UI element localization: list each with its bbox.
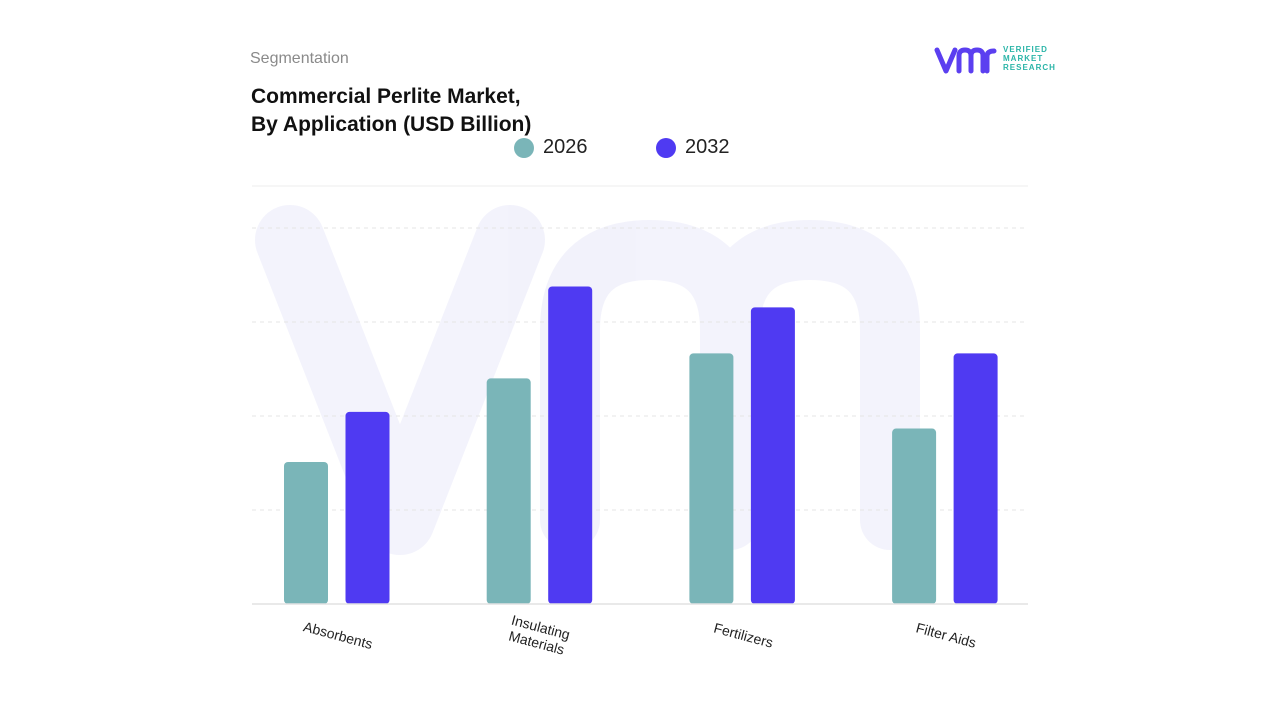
legend-label-2026: 2026 (543, 136, 588, 158)
chart-title-line-1: Commercial Perlite Market, (251, 85, 521, 108)
bar-2032-fertilizers (750, 307, 795, 604)
legend-item-2032: 2032 (656, 136, 730, 159)
logo-line-1: VERIFIED (1003, 45, 1048, 54)
bar-2032-filter-aids (953, 353, 998, 604)
x-tick-label-line: Filter Aids (914, 619, 978, 650)
chart-title: Commercial Perlite Market, By Applicatio… (251, 83, 531, 139)
segmentation-label: Segmentation (250, 50, 349, 67)
x-axis-labels: Absorbents InsulatingMaterials Fertilizers… (302, 612, 978, 658)
logo-text: VERIFIED MARKET RESEARCH (1003, 45, 1056, 72)
legend-swatch-2032 (656, 137, 676, 158)
bar-2032-insulating-materials (548, 286, 593, 604)
chart-legend: 2026 2032 (0, 136, 1280, 162)
bars (284, 286, 998, 604)
legend-swatch-2026 (514, 137, 534, 158)
vmr-logo-icon (934, 47, 997, 74)
bar-2026-absorbents (284, 461, 328, 604)
bar-2026-insulating-materials (486, 378, 531, 604)
chart-title-line-2: By Application (USD Billion) (251, 113, 532, 136)
legend-item-2026: 2026 (514, 136, 588, 159)
x-tick-label-line: Absorbents (302, 618, 375, 652)
legend-label-2032: 2032 (685, 136, 730, 158)
bar-2026-fertilizers (689, 353, 734, 604)
bar-2032-absorbents (345, 411, 390, 604)
x-tick-label: InsulatingMaterials (506, 612, 572, 658)
x-tick-label: Filter Aids (914, 619, 978, 650)
x-tick-label: Fertilizers (712, 620, 775, 651)
x-tick-label: Absorbents (302, 618, 375, 652)
bar-2026-filter-aids (892, 428, 937, 604)
logo-line-3: RESEARCH (1003, 63, 1056, 72)
logo-line-2: MARKET (1003, 54, 1044, 63)
x-tick-label-line: Fertilizers (712, 620, 775, 651)
